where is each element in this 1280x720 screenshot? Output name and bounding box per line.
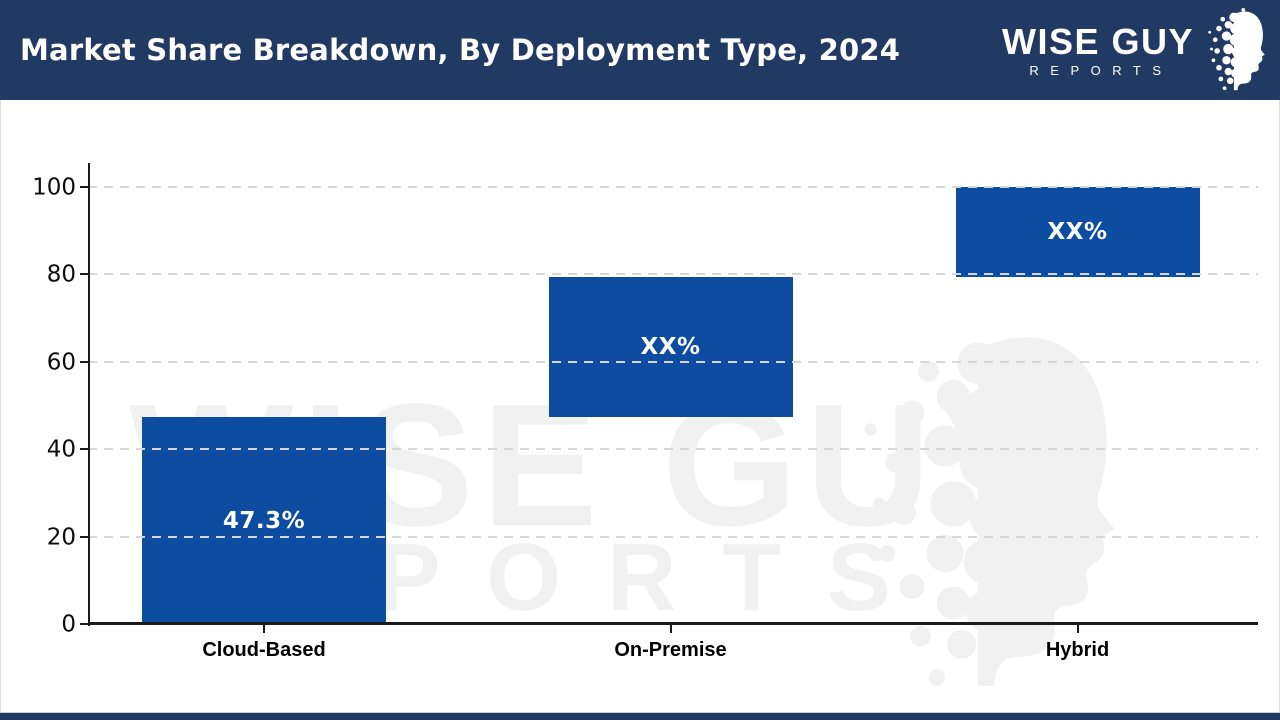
grid-line	[88, 448, 1258, 450]
category-label: On-Premise	[614, 639, 727, 661]
y-tick-label: 20	[46, 524, 76, 550]
x-tick-mark	[669, 625, 672, 633]
brand-logo: WISE GUY REPORTS	[1002, 8, 1266, 92]
bar-on-premise: XX%	[548, 277, 793, 418]
y-tick-label: 40	[46, 436, 76, 463]
face-profile-icon	[1208, 8, 1265, 91]
page-title: Market Share Breakdown, By Deployment Ty…	[20, 33, 901, 67]
bar-hybrid: XX%	[955, 186, 1200, 278]
footer-bar	[0, 713, 1280, 720]
watermark-face-icon	[864, 337, 1115, 686]
bar-value-label: 47.3%	[222, 507, 306, 534]
bar-cloud-based: 47.3%	[142, 417, 386, 624]
bottom-divider	[0, 712, 1280, 713]
grid-line	[88, 535, 1258, 538]
y-tick-label: 80	[46, 261, 76, 288]
logo-line2: REPORTS	[1029, 62, 1173, 78]
y-tick-mark	[80, 360, 88, 363]
grid-line	[88, 360, 1258, 363]
y-tick-mark	[80, 185, 88, 188]
category-label: Cloud-Based	[202, 639, 326, 661]
logo-wordmark: WISE GUY REPORTS	[1001, 20, 1194, 78]
y-tick-mark	[80, 273, 88, 275]
y-tick-mark	[80, 535, 88, 538]
category-label: Hybrid	[1045, 639, 1110, 661]
y-tick-mark	[80, 448, 88, 450]
y-tick-label: 100	[32, 174, 76, 200]
x-axis-line	[88, 622, 1258, 625]
header-bar: Market Share Breakdown, By Deployment Ty…	[0, 0, 1280, 100]
grid-line	[88, 273, 1258, 275]
y-tick-label: 60	[46, 349, 76, 375]
y-tick-label: 0	[61, 611, 76, 638]
logo-line1: WISE GUY	[1001, 20, 1194, 62]
y-axis-line	[88, 163, 90, 626]
x-tick-mark	[1076, 625, 1079, 633]
bar-value-label: XX%	[1047, 218, 1108, 245]
x-tick-mark	[263, 625, 265, 633]
bar-value-label: XX%	[640, 334, 701, 361]
y-tick-mark	[80, 623, 88, 625]
grid-line	[88, 185, 1258, 188]
